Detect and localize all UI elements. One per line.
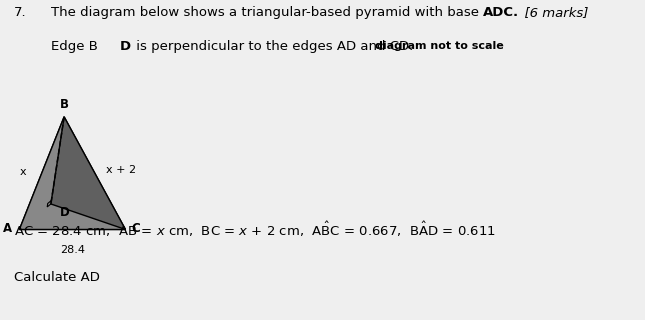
Text: x: x	[19, 167, 26, 177]
Text: ADC.: ADC.	[483, 6, 519, 19]
Polygon shape	[19, 117, 64, 229]
Text: 28.4: 28.4	[60, 245, 85, 255]
Text: The diagram below shows a triangular-based pyramid with base: The diagram below shows a triangular-bas…	[51, 6, 483, 19]
Text: [6 marks]: [6 marks]	[516, 6, 588, 19]
Text: A: A	[3, 222, 12, 235]
Text: Edge B: Edge B	[51, 40, 97, 53]
Text: Calculate AD: Calculate AD	[14, 271, 99, 284]
Text: AC = 28.4 cm,  AB = $x$ cm,  BC = $x$ + 2 cm,  A$\hat{\mathrm{B}}$C = 0.667,  B$: AC = 28.4 cm, AB = $x$ cm, BC = $x$ + 2 …	[14, 220, 495, 239]
Polygon shape	[19, 204, 126, 229]
Polygon shape	[19, 117, 126, 229]
Text: D: D	[60, 205, 70, 219]
Polygon shape	[51, 117, 126, 229]
Text: D: D	[119, 40, 131, 53]
Text: C: C	[132, 222, 141, 235]
Text: B: B	[59, 98, 68, 111]
Text: x + 2: x + 2	[106, 165, 136, 175]
Text: 7.: 7.	[14, 6, 26, 19]
Text: diagram not to scale: diagram not to scale	[375, 41, 504, 51]
Text: is perpendicular to the edges AD and CD.: is perpendicular to the edges AD and CD.	[132, 40, 413, 53]
